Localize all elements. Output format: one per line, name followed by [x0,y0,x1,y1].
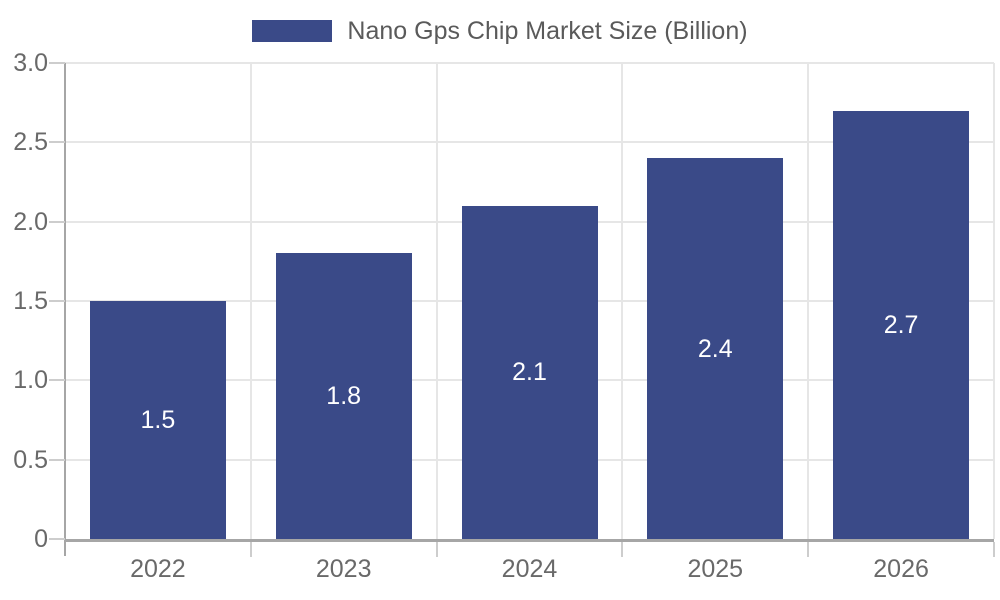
y-tick-mark [49,379,65,382]
legend-label: Nano Gps Chip Market Size (Billion) [347,17,748,45]
y-tick-label: 0 [34,525,48,553]
y-gridline [65,141,994,144]
y-tick-label: 0.5 [13,445,48,474]
legend: Nano Gps Chip Market Size (Billion) [0,16,1000,46]
y-tick-label: 2.0 [13,207,48,236]
bar: 2.4 [647,158,784,539]
bar-value-label: 1.8 [326,382,362,411]
y-gridline [65,62,994,64]
x-tick-label: 2024 [501,555,558,583]
bar: 1.5 [89,301,226,539]
bar: 2.1 [461,205,598,539]
y-tick-label: 3.0 [13,49,48,77]
x-gridline [621,63,624,539]
x-gridline [249,63,252,539]
bar: 1.8 [275,253,412,539]
x-axis-spine [65,539,994,542]
y-tick-mark [49,220,65,223]
x-tick-mark [621,542,624,557]
bar-value-label: 2.4 [697,334,733,363]
y-tick-label: 2.5 [13,128,48,157]
plot-area: 1.5 1.8 2.1 2.4 2.7 0 0.5 1.0 1.5 2.0 2.5 3.0 2022 20… [13,49,995,583]
bar: 2.7 [833,110,970,539]
x-tick-label: 2026 [873,555,929,583]
x-gridline [993,63,995,539]
y-tick-mark [49,458,65,461]
legend-swatch [252,20,333,42]
y-axis-spine [64,63,66,556]
y-tick-mark [49,141,65,144]
x-gridline [435,63,438,539]
x-tick-label: 2022 [130,555,186,583]
bar-value-label: 2.7 [883,310,919,339]
y-tick-label: 1.5 [13,287,48,315]
y-tick-label: 1.0 [13,366,48,395]
x-tick-mark [807,542,810,557]
x-tick-mark [993,542,995,557]
x-tick-mark [249,542,252,557]
bar-value-label: 1.5 [140,406,176,434]
x-tick-mark [435,542,438,557]
bar-value-label: 2.1 [512,358,547,387]
x-tick-label: 2023 [315,555,372,583]
y-tick-mark [49,62,65,64]
y-tick-mark [49,538,65,540]
x-tick-label: 2025 [687,555,744,583]
x-gridline [807,63,810,539]
y-tick-mark [49,300,65,302]
